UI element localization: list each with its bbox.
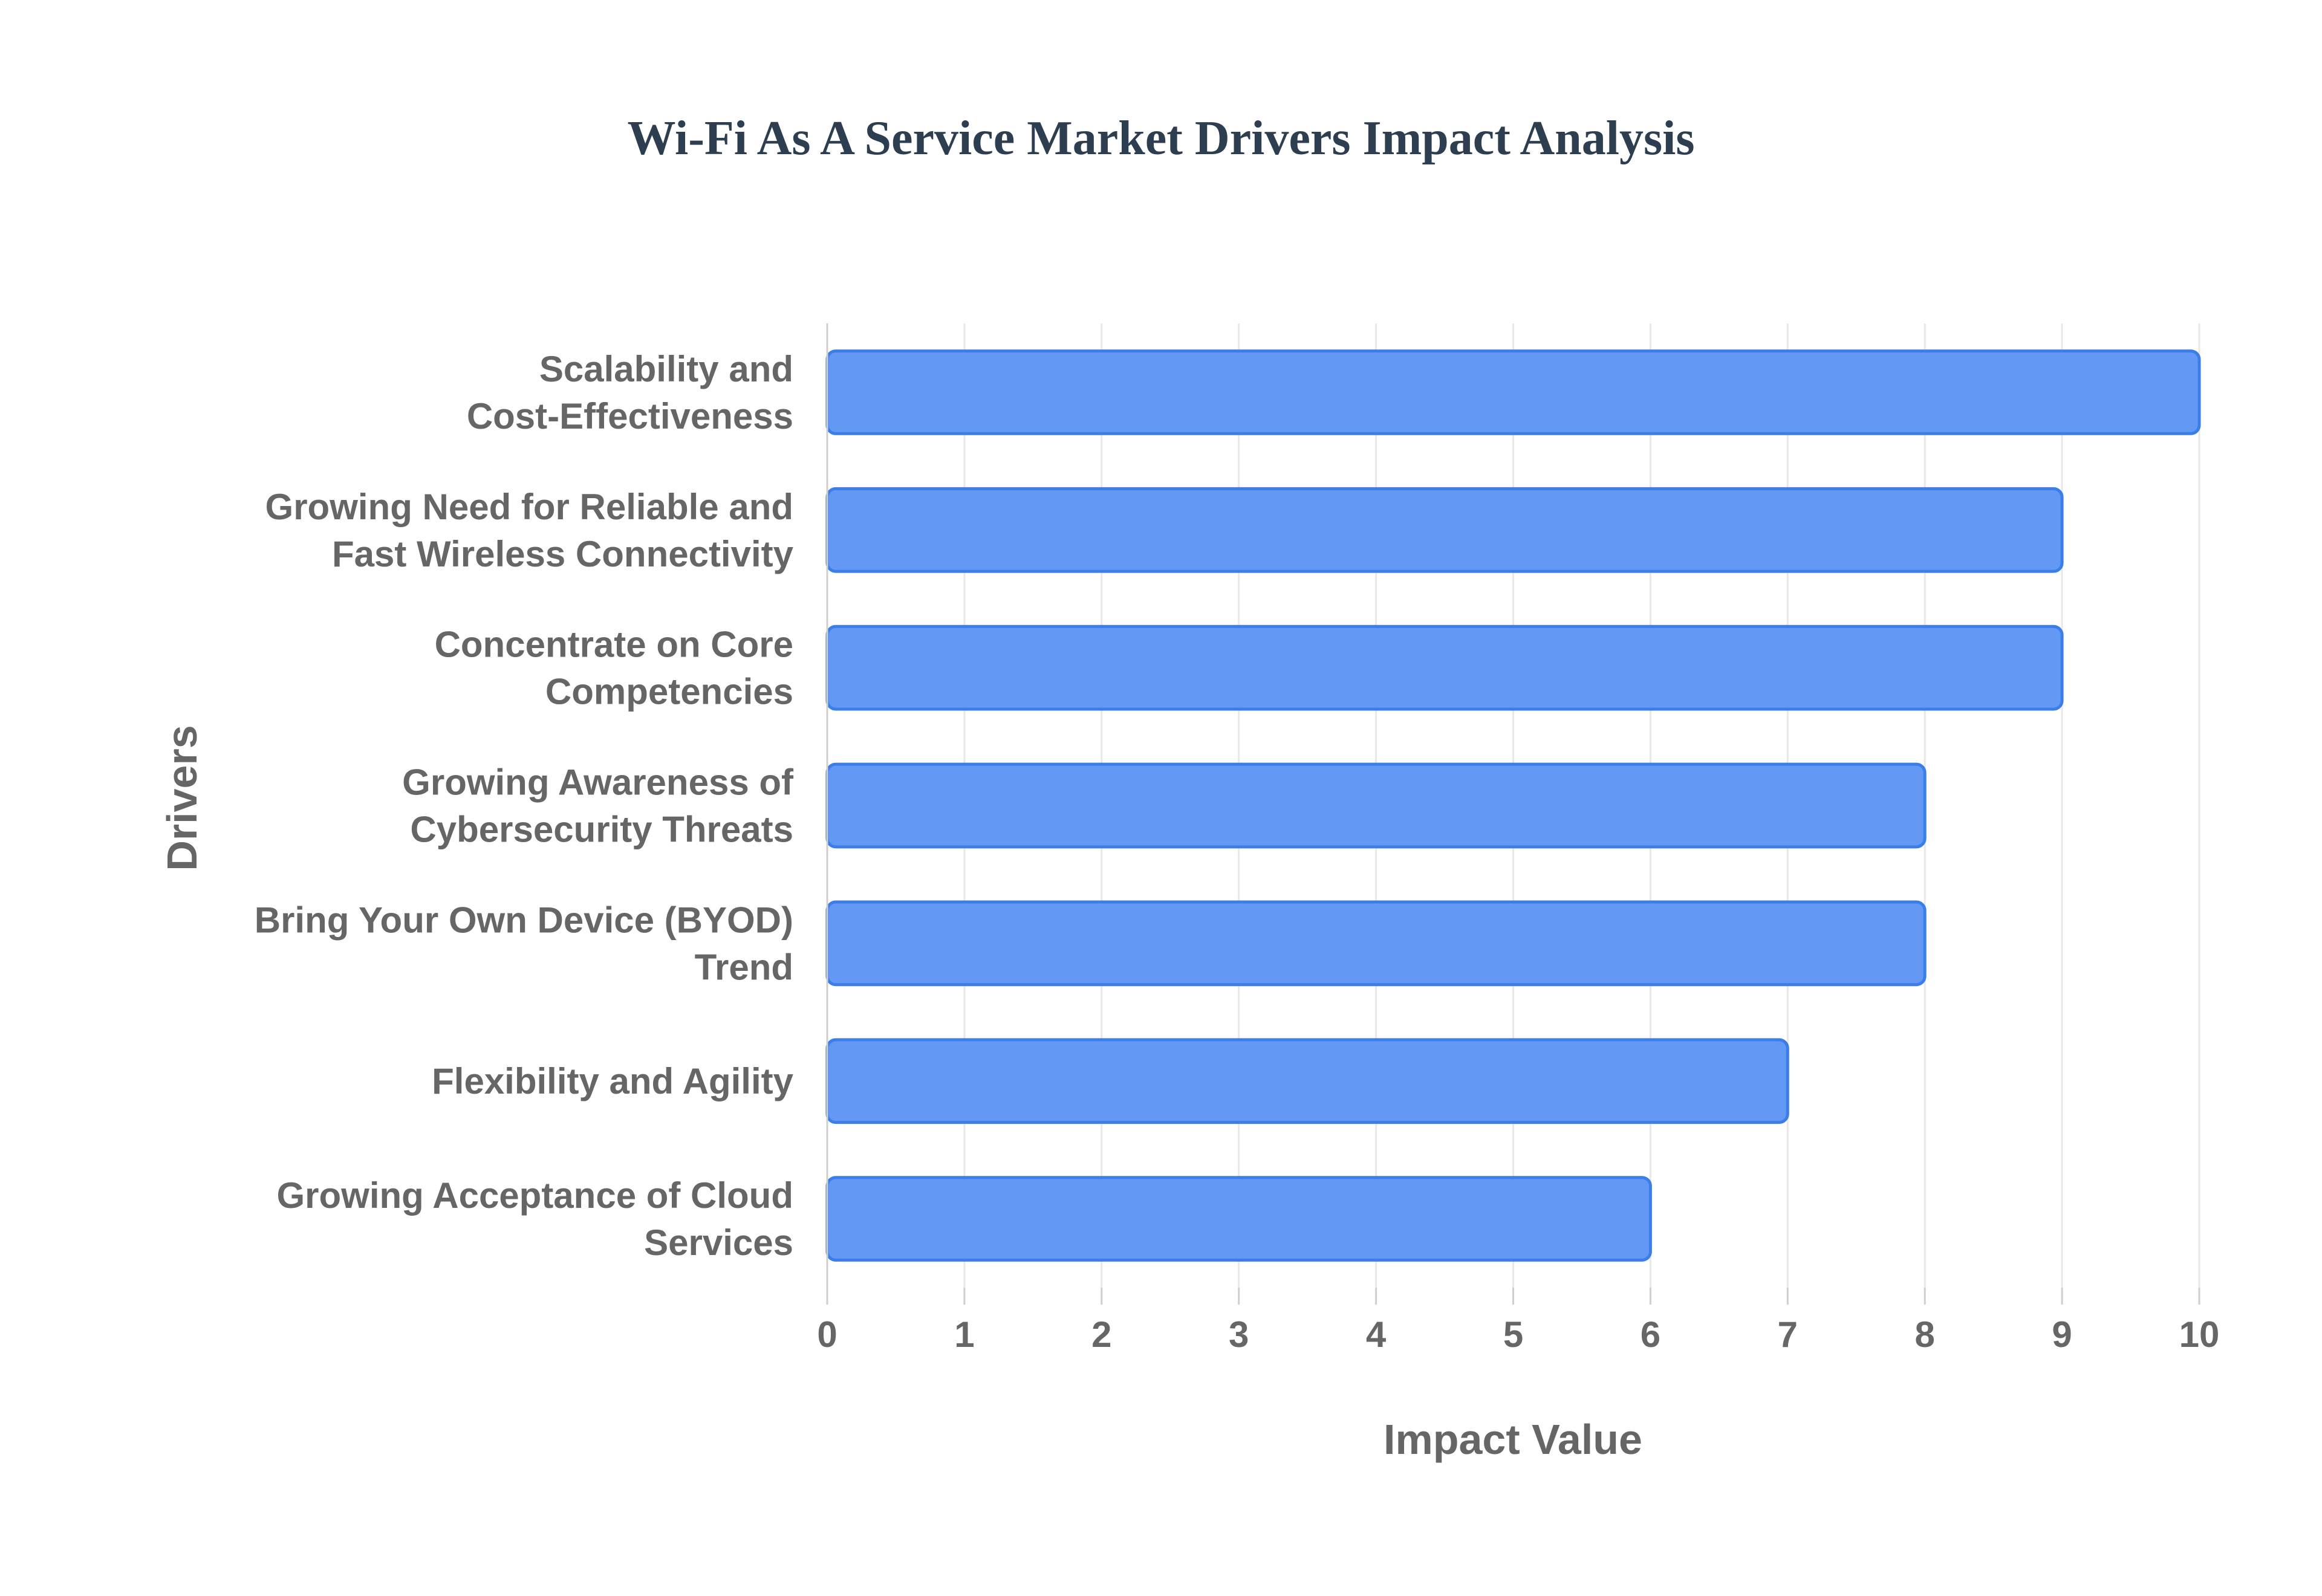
x-tick-label: 7 — [1778, 1314, 1798, 1355]
x-axis-title: Impact Value — [1384, 1416, 1642, 1463]
x-tick-label: 2 — [1091, 1314, 1111, 1355]
bar — [825, 762, 1927, 849]
x-tick-label: 8 — [1915, 1314, 1935, 1355]
x-tick-label: 3 — [1229, 1314, 1249, 1355]
category-label: Scalability and Cost-Effectiveness — [467, 349, 793, 436]
bar — [825, 624, 2064, 711]
category-label: Growing Need for Reliable and Fast Wirele… — [265, 487, 794, 574]
x-tick-label: 10 — [2179, 1314, 2220, 1355]
category-label: Growing Acceptance of Cloud Services — [276, 1175, 793, 1263]
category-label: Flexibility and Agility — [432, 1061, 793, 1101]
category-label: Bring Your Own Device (BYOD) Trend — [255, 900, 793, 987]
category-label: Concentrate on Core Competencies — [435, 624, 793, 712]
x-tick-label: 5 — [1503, 1314, 1523, 1355]
category-label: Growing Awareness of Cybersecurity Threat… — [402, 762, 794, 850]
x-tick-label: 1 — [954, 1314, 974, 1355]
category-labels: Scalability and Cost-Effectiveness Growing… — [255, 349, 794, 1263]
bars — [825, 349, 2201, 1262]
chart-title: Wi-Fi As A Service Market Drivers Impact… — [628, 112, 1695, 165]
x-tick-label: 6 — [1641, 1314, 1660, 1355]
bar — [825, 1176, 1652, 1262]
x-tick-labels: 0 1 2 3 4 5 6 7 8 9 10 — [817, 1314, 2219, 1355]
bar — [825, 1038, 1789, 1124]
x-tick-label: 9 — [2052, 1314, 2072, 1355]
x-tick-label: 4 — [1366, 1314, 1387, 1355]
y-axis-title: Drivers — [158, 725, 206, 871]
bar — [825, 487, 2064, 573]
bar — [825, 900, 1927, 987]
axes — [826, 323, 2200, 1305]
x-tick-label: 0 — [817, 1314, 837, 1355]
bar — [825, 349, 2201, 435]
